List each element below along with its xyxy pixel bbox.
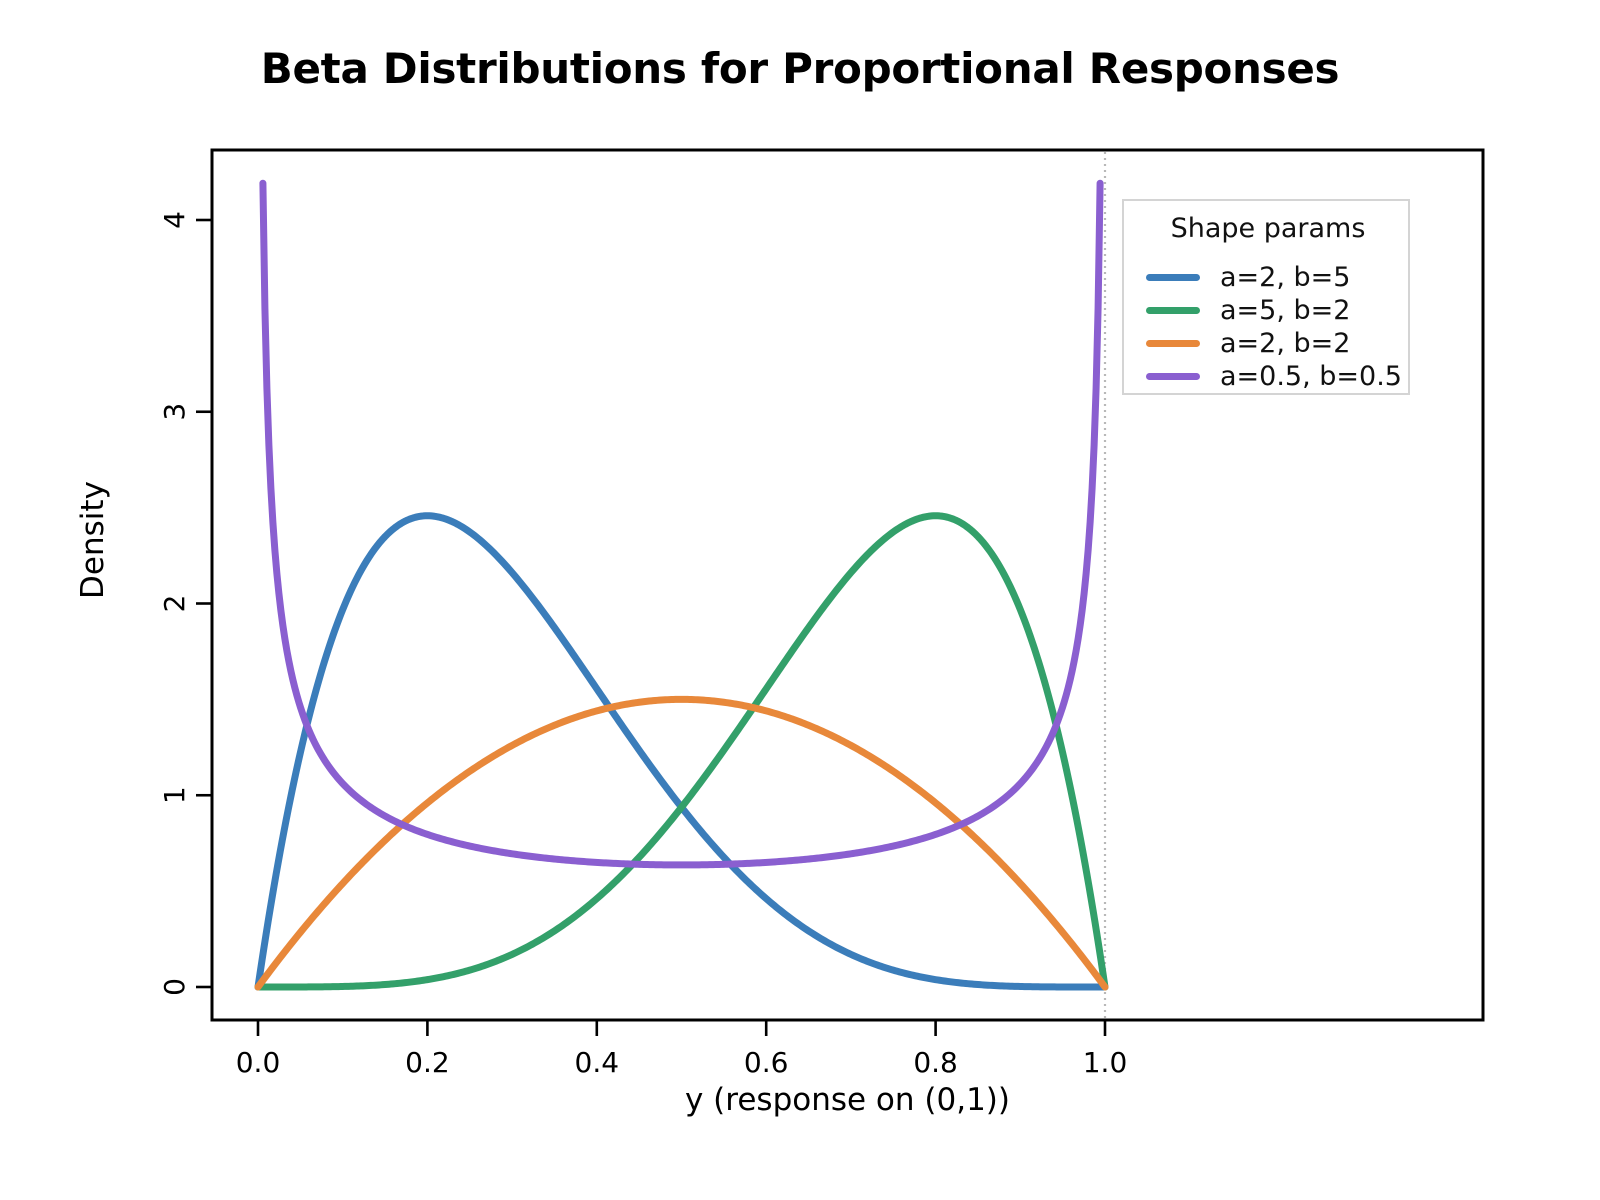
legend-color-swatch bbox=[1146, 274, 1200, 281]
legend-entry-label: a=2, b=5 bbox=[1220, 262, 1351, 293]
legend-entry-list: a=2, b=5 a=5, b=2 a=2, b=2 a=0.5, b=0.5 bbox=[1124, 261, 1412, 393]
y-tick-label: 2 bbox=[158, 595, 191, 613]
x-axis-label: y (response on (0,1)) bbox=[684, 1082, 1010, 1118]
legend: Shape params a=2, b=5 a=5, b=2 a=2, b=2 a=0… bbox=[1122, 199, 1410, 395]
curve-series-1 bbox=[254, 512, 1109, 991]
legend-color-swatch bbox=[1146, 307, 1200, 314]
legend-entry-label: a=5, b=2 bbox=[1220, 295, 1351, 326]
legend-entry-label: a=2, b=2 bbox=[1220, 328, 1351, 359]
legend-entry-label: a=0.5, b=0.5 bbox=[1220, 361, 1402, 392]
legend-entry[interactable]: a=2, b=5 bbox=[1124, 261, 1412, 294]
curve-series-0 bbox=[254, 512, 1109, 991]
x-tick-labels: 0.0 0.2 0.4 0.6 0.8 1.0 bbox=[236, 1046, 1128, 1079]
data-curves bbox=[254, 179, 1109, 991]
x-tick-label: 0.8 bbox=[913, 1046, 958, 1079]
axis-tickmarks bbox=[196, 218, 1107, 1036]
legend-entry[interactable]: a=2, b=2 bbox=[1124, 327, 1412, 360]
legend-title: Shape params bbox=[1170, 213, 1366, 244]
x-tick-label: 0.0 bbox=[236, 1046, 281, 1079]
x-tick-label: 1.0 bbox=[1083, 1046, 1128, 1079]
y-tick-label: 1 bbox=[158, 786, 191, 804]
plot-frame bbox=[210, 148, 1485, 1022]
x-tick-label: 0.2 bbox=[405, 1046, 450, 1079]
legend-color-swatch bbox=[1146, 373, 1200, 380]
legend-color-swatch bbox=[1146, 340, 1200, 347]
y-axis-label: Density bbox=[75, 481, 111, 599]
curve-series-3 bbox=[259, 179, 1104, 869]
legend-entry[interactable]: a=0.5, b=0.5 bbox=[1124, 360, 1412, 393]
chart-title: Beta Distributions for Proportional Resp… bbox=[260, 44, 1340, 93]
x-tick-label: 0.6 bbox=[744, 1046, 789, 1079]
y-tick-label: 0 bbox=[158, 978, 191, 996]
y-tick-labels: 0 1 2 3 4 bbox=[158, 211, 191, 996]
x-tick-label: 0.4 bbox=[575, 1046, 620, 1079]
y-tick-label: 4 bbox=[158, 211, 191, 229]
y-tick-label: 3 bbox=[158, 403, 191, 421]
curve-series-2 bbox=[254, 695, 1109, 991]
legend-entry[interactable]: a=5, b=2 bbox=[1124, 294, 1412, 327]
